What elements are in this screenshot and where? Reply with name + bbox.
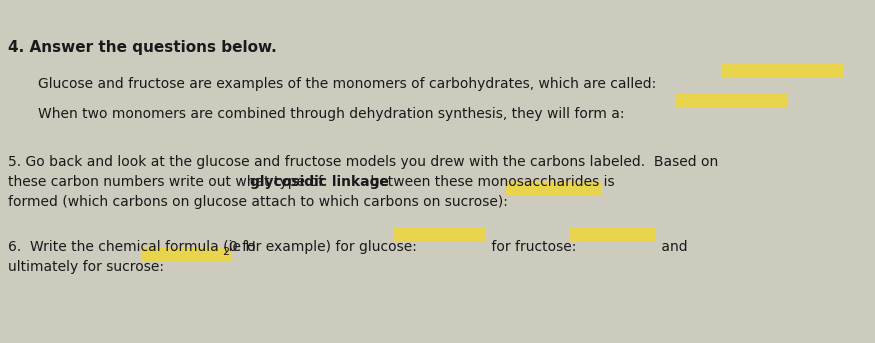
Text: and: and [657,240,688,254]
Text: for fructose:: for fructose: [487,240,577,254]
Text: glycosidic linkage: glycosidic linkage [250,175,389,189]
Text: ultimately for sucrose:: ultimately for sucrose: [8,260,164,274]
Text: formed (which carbons on glucose attach to which carbons on sucrose):: formed (which carbons on glucose attach … [8,195,507,209]
Bar [141,247,231,261]
Bar [569,227,656,241]
Text: 0 for example) for glucose:: 0 for example) for glucose: [229,240,416,254]
Bar [675,94,787,108]
Text: When two monomers are combined through dehydration synthesis, they will form a:: When two monomers are combined through d… [38,107,625,121]
Bar [393,227,486,241]
Bar [506,182,601,196]
Text: 5. Go back and look at the glucose and fructose models you drew with the carbons: 5. Go back and look at the glucose and f… [8,155,718,169]
Text: 2: 2 [222,247,229,257]
Text: 4. Answer the questions below.: 4. Answer the questions below. [8,40,276,55]
Text: 6.  Write the chemical formula (ie H: 6. Write the chemical formula (ie H [8,240,255,254]
Text: between these monosaccharides is: between these monosaccharides is [366,175,614,189]
Bar [722,64,844,78]
Text: these carbon numbers write out what type of: these carbon numbers write out what type… [8,175,327,189]
Text: Glucose and fructose are examples of the monomers of carbohydrates, which are ca: Glucose and fructose are examples of the… [38,77,656,91]
